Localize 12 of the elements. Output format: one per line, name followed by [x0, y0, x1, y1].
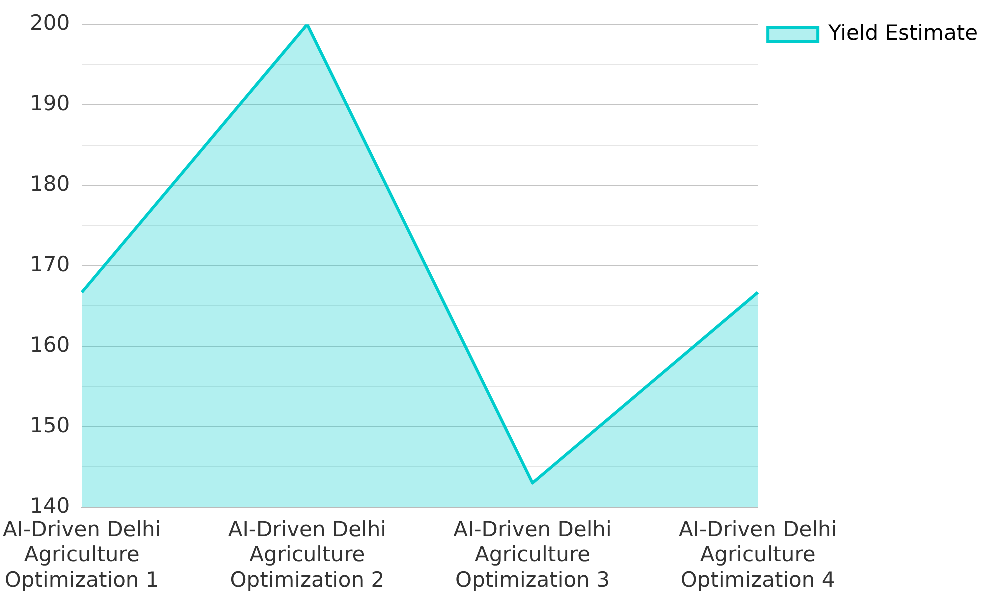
- y-tick-label: 180: [30, 172, 70, 196]
- legend-label: Yield Estimate: [828, 20, 978, 45]
- x-tick-label: AI-Driven Delhi Agriculture Optimization 3: [454, 517, 612, 592]
- y-tick-label: 200: [30, 11, 70, 36]
- x-tick-label: AI-Driven Delhi Agriculture Optimization 4: [678, 517, 838, 592]
- y-tick-label: 190: [30, 92, 70, 116]
- x-tick-label: AI-Driven Delhi Agriculture Optimization 2: [228, 517, 387, 592]
- y-tick-label: 150: [30, 413, 70, 438]
- y-tick-label: 160: [30, 332, 70, 357]
- x-tick-label: AI-Driven Delhi Agriculture Optimization 1: [2, 517, 162, 592]
- y-tick-label: 140: [30, 494, 70, 518]
- y-tick-label: 170: [30, 252, 70, 276]
